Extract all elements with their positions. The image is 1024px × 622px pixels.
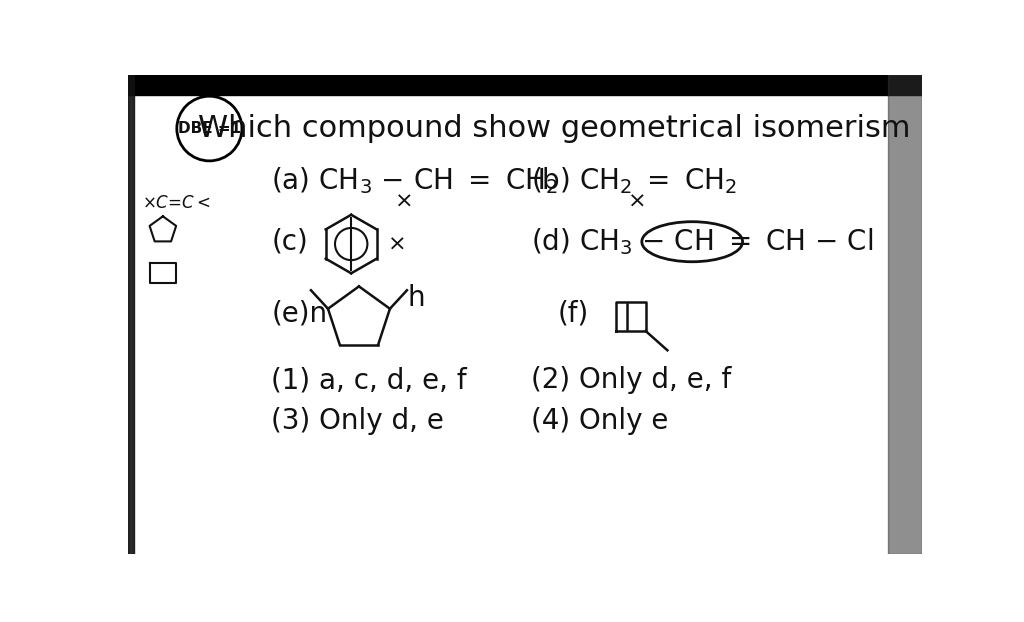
- Text: (4) Only e: (4) Only e: [531, 407, 669, 435]
- Text: (1) a, c, d, e, f: (1) a, c, d, e, f: [271, 366, 467, 394]
- Text: (3) Only d, e: (3) Only d, e: [271, 407, 444, 435]
- Text: Which compound show geometrical isomerism: Which compound show geometrical isomeris…: [198, 114, 910, 143]
- Text: h: h: [407, 284, 425, 312]
- Text: DBE =1: DBE =1: [178, 121, 241, 136]
- Text: (a) CH$_3$ $-$ CH $=$ CH$_2$: (a) CH$_3$ $-$ CH $=$ CH$_2$: [271, 165, 558, 195]
- Text: $\times$C=C$<$: $\times$C=C$<$: [142, 194, 211, 212]
- Text: (e)n: (e)n: [271, 299, 328, 327]
- Text: (f): (f): [558, 299, 590, 327]
- Text: (d) CH$_3$ $-$ CH $=$ CH $-$ Cl: (d) CH$_3$ $-$ CH $=$ CH $-$ Cl: [531, 226, 873, 257]
- Text: (2) Only d, e, f: (2) Only d, e, f: [531, 366, 731, 394]
- Text: $\times$: $\times$: [627, 191, 644, 211]
- Text: $\times$: $\times$: [387, 234, 404, 254]
- Bar: [128, 75, 922, 95]
- Text: (c): (c): [271, 228, 308, 256]
- Text: (b) CH$_2$ $=$ CH$_2$: (b) CH$_2$ $=$ CH$_2$: [531, 165, 737, 195]
- Text: $\times$: $\times$: [394, 191, 412, 211]
- Bar: [128, 75, 134, 554]
- Bar: [888, 75, 922, 554]
